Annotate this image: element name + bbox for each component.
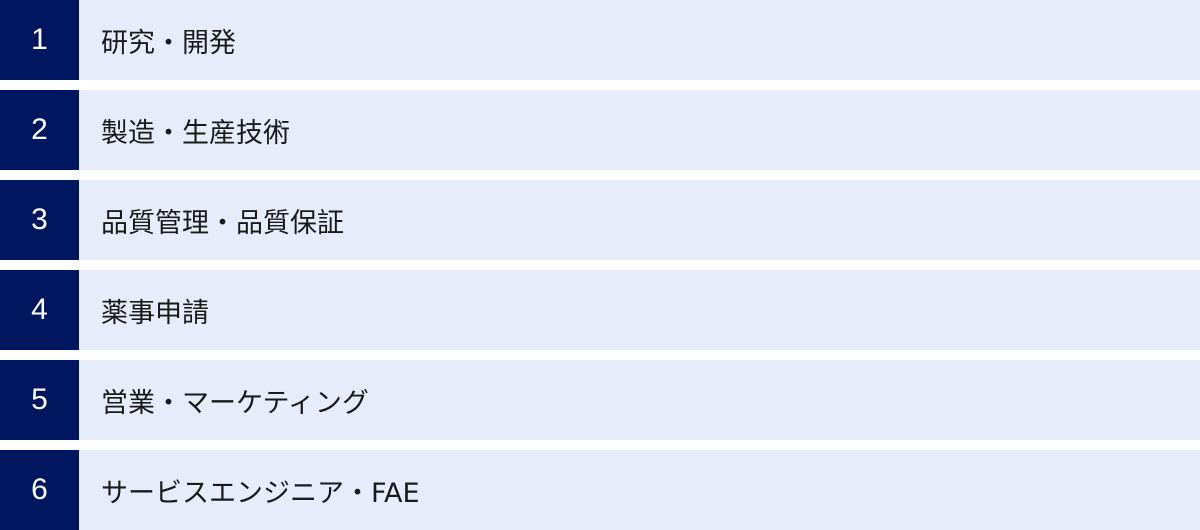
item-label: 研究・開発: [79, 0, 1200, 80]
item-label: 品質管理・品質保証: [79, 180, 1200, 260]
item-number: 4: [0, 270, 79, 350]
item-label: 製造・生産技術: [79, 90, 1200, 170]
item-label: 薬事申請: [79, 270, 1200, 350]
item-label: サービスエンジニア・FAE: [79, 450, 1200, 530]
list-item: 6 サービスエンジニア・FAE: [0, 450, 1200, 530]
list-item: 1 研究・開発: [0, 0, 1200, 80]
list-item: 4 薬事申請: [0, 270, 1200, 350]
list-item: 3 品質管理・品質保証: [0, 180, 1200, 260]
item-number: 5: [0, 360, 79, 440]
list-item: 2 製造・生産技術: [0, 90, 1200, 170]
item-number: 1: [0, 0, 79, 80]
list-item: 5 営業・マーケティング: [0, 360, 1200, 440]
item-number: 3: [0, 180, 79, 260]
item-number: 2: [0, 90, 79, 170]
item-number: 6: [0, 450, 79, 530]
item-label: 営業・マーケティング: [79, 360, 1200, 440]
